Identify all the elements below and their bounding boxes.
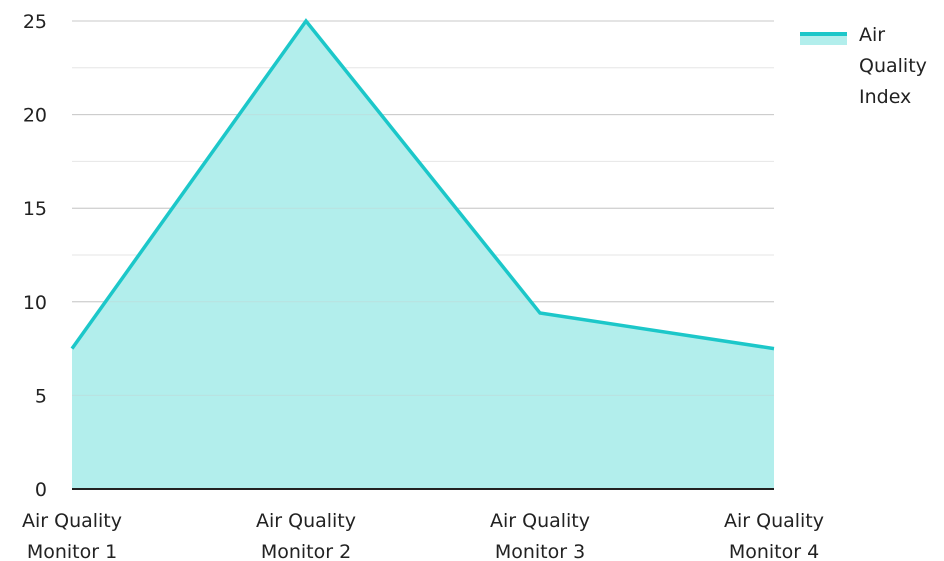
y-axis-tick-labels: 0 5 10 15 20 25 [23, 11, 47, 501]
series-line [70, 18, 775, 351]
y-tick-label: 5 [35, 385, 47, 407]
legend-label: Air Quality Index [859, 24, 927, 108]
legend: Air Quality Index [800, 24, 927, 108]
y-tick-label: 25 [23, 11, 47, 33]
x-tick-label: Air Quality Monitor 1 [22, 510, 122, 561]
y-tick-label: 20 [23, 105, 47, 127]
x-axis-tick-labels: Air Quality Monitor 1 Air Quality Monitor 2… [22, 510, 824, 561]
y-tick-label: 0 [35, 479, 47, 501]
y-tick-label: 15 [23, 198, 47, 220]
legend-swatch-fill [800, 34, 847, 45]
x-tick-label: Air Quality Monitor 2 [256, 510, 356, 561]
area-fill [72, 21, 774, 489]
x-tick-label: Air Quality Monitor 3 [490, 510, 590, 561]
x-tick-label: Air Quality Monitor 4 [724, 510, 824, 561]
area-series-layer [70, 18, 775, 489]
y-tick-label: 10 [23, 292, 47, 314]
